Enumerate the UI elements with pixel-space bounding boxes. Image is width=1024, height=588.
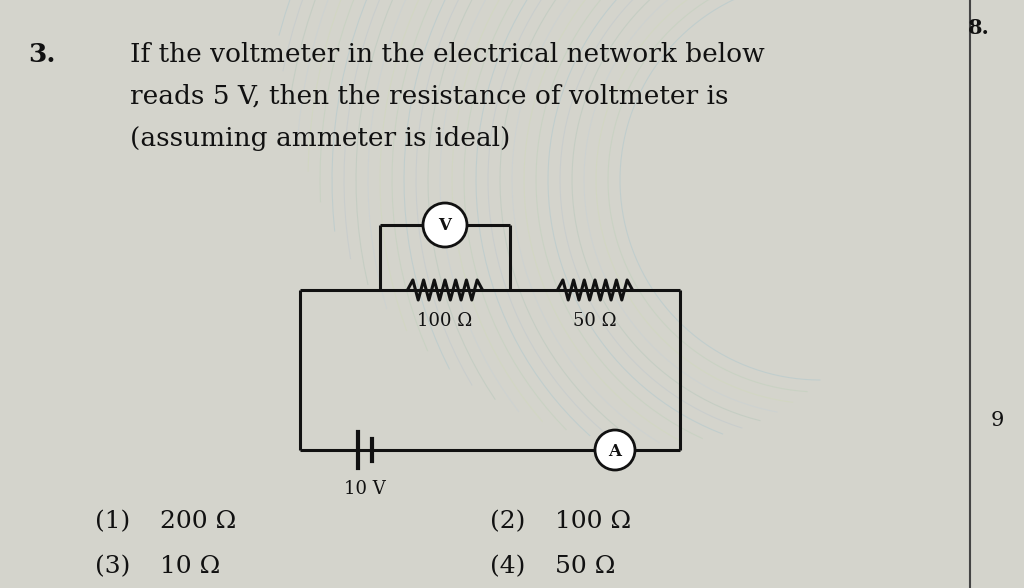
Text: 100 Ω: 100 Ω — [555, 510, 631, 533]
Text: 8.: 8. — [968, 18, 990, 38]
Text: 50 Ω: 50 Ω — [573, 312, 616, 330]
Text: (2): (2) — [490, 510, 525, 533]
Text: (3): (3) — [95, 555, 130, 578]
Text: 50 Ω: 50 Ω — [555, 555, 615, 578]
Circle shape — [423, 203, 467, 247]
Text: A: A — [608, 443, 622, 459]
Text: (assuming ammeter is ideal): (assuming ammeter is ideal) — [130, 126, 510, 151]
Text: 200 Ω: 200 Ω — [160, 510, 237, 533]
Text: 10 V: 10 V — [344, 480, 386, 498]
Text: (4): (4) — [490, 555, 525, 578]
Text: reads 5 V, then the resistance of voltmeter is: reads 5 V, then the resistance of voltme… — [130, 84, 728, 109]
Text: 3.: 3. — [28, 42, 55, 67]
Text: If the voltmeter in the electrical network below: If the voltmeter in the electrical netwo… — [130, 42, 765, 67]
Text: 100 Ω: 100 Ω — [418, 312, 473, 330]
Text: (1): (1) — [95, 510, 130, 533]
Text: V: V — [438, 218, 452, 235]
Text: 9: 9 — [990, 410, 1004, 429]
Circle shape — [595, 430, 635, 470]
Text: 10 Ω: 10 Ω — [160, 555, 220, 578]
